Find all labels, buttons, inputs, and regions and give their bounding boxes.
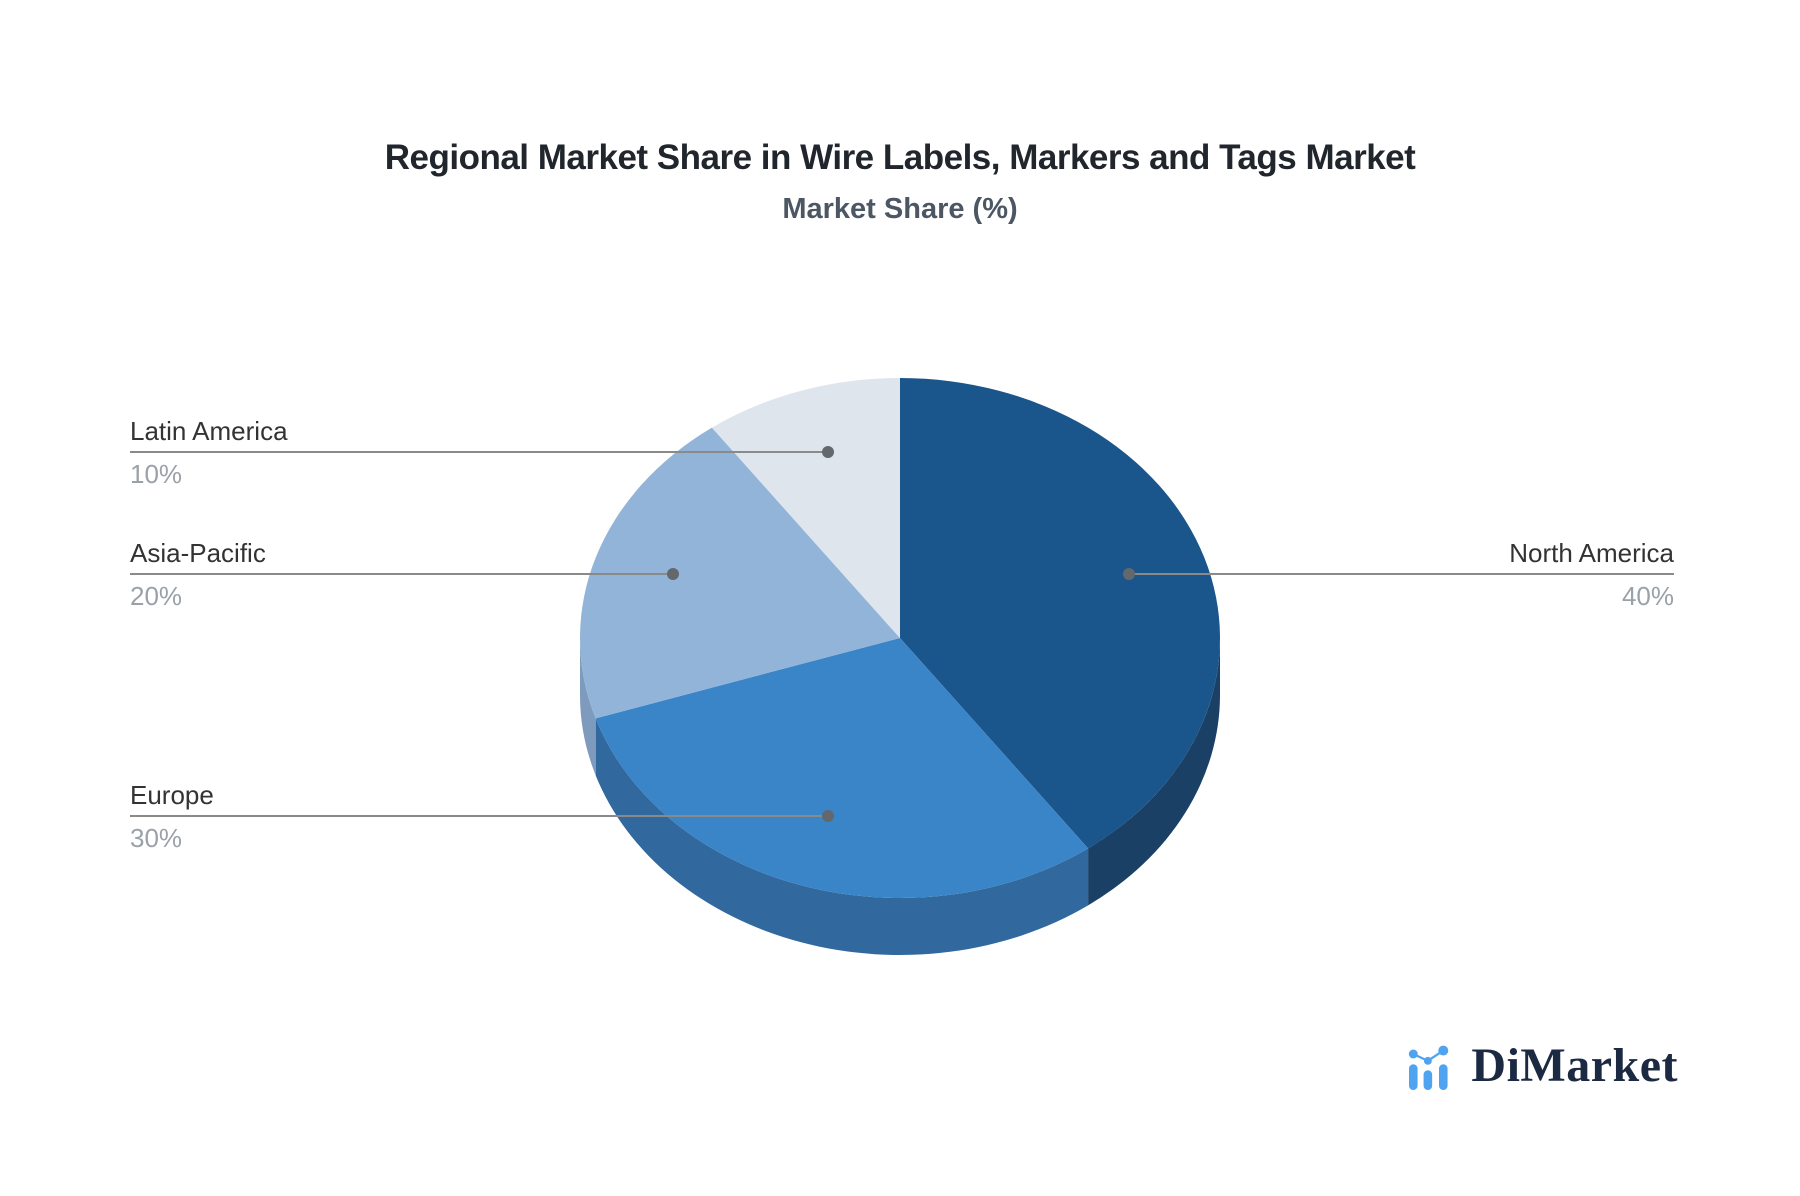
pie-side-asia-pacific (580, 638, 596, 776)
leader-dot-north-america (1123, 568, 1135, 580)
brand-name: DiMarket (1471, 1039, 1678, 1092)
segment-label-asia-pacific: Asia-Pacific (130, 538, 266, 568)
bar-line-chart-icon (1409, 1045, 1449, 1090)
pie-wedge-north-america[interactable] (900, 378, 1221, 849)
pie-wedge-latin-america[interactable] (711, 378, 900, 638)
segment-value-asia-pacific: 20% (130, 581, 183, 611)
pie-wedge-europe[interactable] (595, 638, 1089, 898)
pie-side-north-america (1088, 638, 1220, 906)
chart-subtitle: Market Share (%) (782, 193, 1018, 225)
segment-value-latin-america: 10% (130, 459, 183, 489)
leader-dot-asia-pacific (667, 568, 679, 580)
chart-title: Regional Market Share in Wire Labels, Ma… (384, 138, 1416, 177)
segment-value-europe: 30% (130, 823, 183, 853)
pie-wedge-asia-pacific[interactable] (580, 427, 900, 719)
segment-value-north-america: 40% (1621, 581, 1674, 611)
leader-dot-latin-america (822, 446, 834, 458)
segment-label-latin-america: Latin America (130, 416, 288, 446)
brand-logo: DiMarket (1407, 1038, 1678, 1093)
leader-dot-europe (822, 810, 834, 822)
segment-label-north-america: North America (1509, 538, 1674, 568)
segment-label-europe: Europe (130, 780, 214, 810)
pie-side-europe (595, 718, 1089, 956)
